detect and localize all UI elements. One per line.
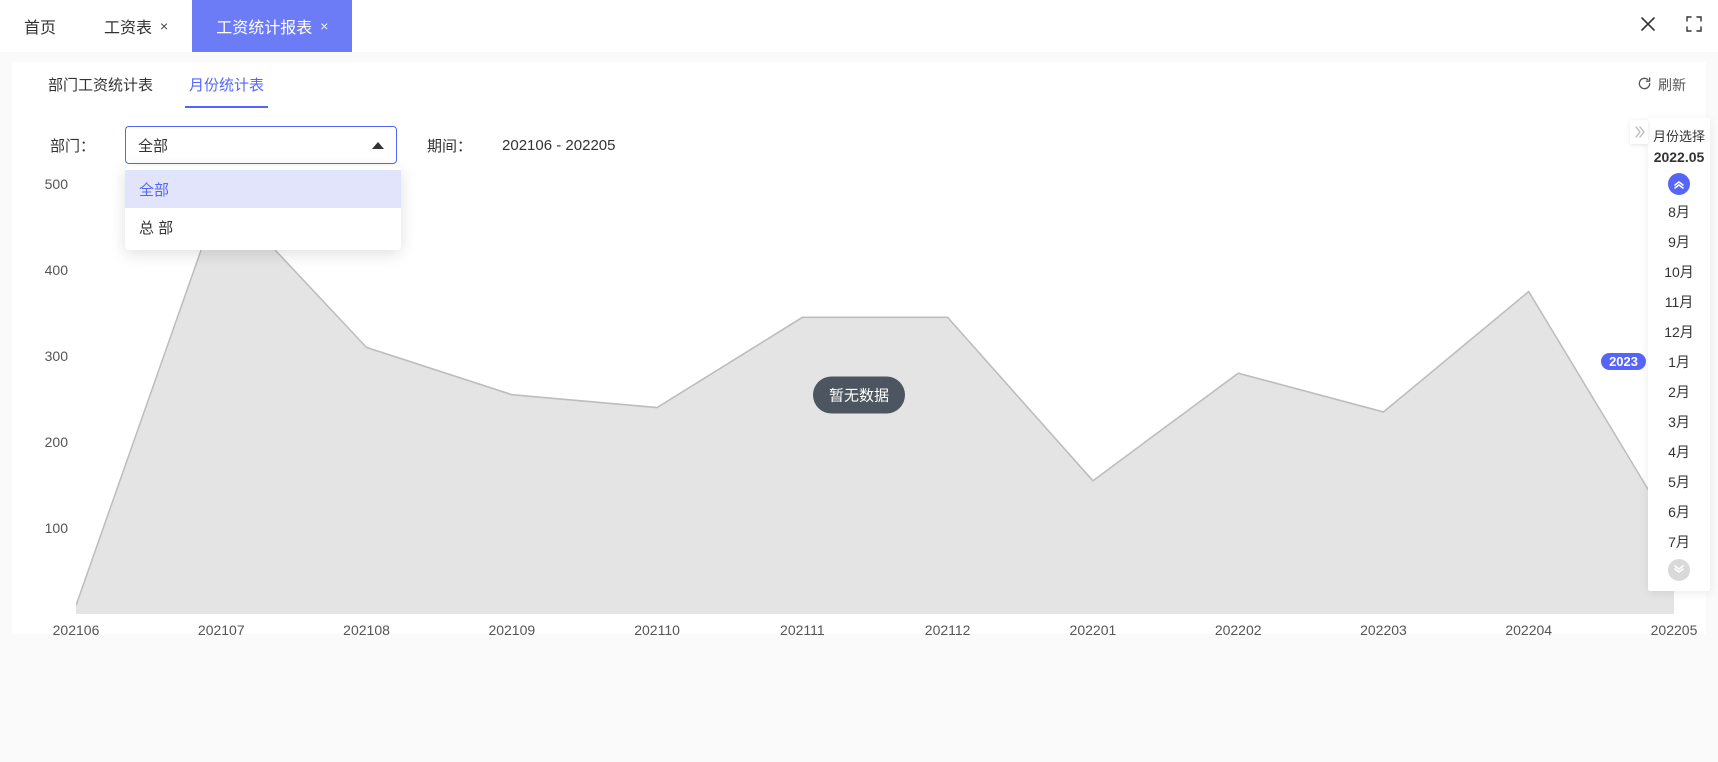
- top-tab-salary[interactable]: 工资表 ×: [80, 0, 192, 52]
- y-axis-tick: 200: [45, 434, 68, 450]
- month-option[interactable]: 3月: [1648, 407, 1710, 437]
- x-axis-tick: 202112: [925, 622, 971, 638]
- window-actions: [1632, 8, 1710, 40]
- month-option[interactable]: 5月: [1648, 467, 1710, 497]
- month-option[interactable]: 9月: [1648, 227, 1710, 257]
- top-tab-salary-report[interactable]: 工资统计报表 ×: [192, 0, 352, 52]
- month-option[interactable]: 4月: [1648, 437, 1710, 467]
- x-axis-tick: 202202: [1215, 622, 1262, 638]
- dept-select[interactable]: 全部: [125, 126, 397, 164]
- chart-empty-badge: 暂无数据: [813, 376, 905, 413]
- top-tab-label: 工资统计报表: [216, 14, 312, 38]
- y-axis-tick: 300: [45, 348, 68, 364]
- year-pill-badge: 2023: [1601, 353, 1646, 370]
- month-select-panel: 月份选择 2022.05 8月9月10月11月12月1月2月3月4月5月6月7月: [1648, 118, 1710, 591]
- dept-dropdown-popup: 全部 总 部: [125, 166, 401, 250]
- close-icon[interactable]: ×: [320, 18, 328, 34]
- sub-tab-dept-stats[interactable]: 部门工资统计表: [30, 62, 171, 108]
- y-axis-tick: 400: [45, 262, 68, 278]
- top-tab-home[interactable]: 首页: [0, 0, 80, 52]
- chevron-up-icon: [372, 142, 384, 149]
- dept-selected-value: 全部: [138, 135, 168, 156]
- period-value: 202106 - 202205: [502, 137, 615, 154]
- x-axis-tick: 202110: [634, 622, 680, 638]
- chevron-down-double-icon: [1673, 564, 1685, 576]
- refresh-label: 刷新: [1658, 75, 1686, 95]
- filters-row: 部门： 全部 全部 总 部 期间： 202106 - 202205: [12, 108, 1706, 164]
- x-axis-tick: 202106: [53, 622, 100, 638]
- fullscreen-icon: [1686, 16, 1702, 32]
- month-panel-selected: 2022.05: [1654, 147, 1705, 171]
- month-option[interactable]: 1月: [1648, 347, 1710, 377]
- x-axis-tick: 202205: [1651, 622, 1698, 638]
- close-icon: [1640, 16, 1656, 32]
- month-option[interactable]: 10月: [1648, 257, 1710, 287]
- month-scroll-up-button[interactable]: [1668, 173, 1690, 195]
- dept-option-all[interactable]: 全部: [125, 170, 401, 208]
- month-option[interactable]: 8月: [1648, 197, 1710, 227]
- window-close-button[interactable]: [1632, 8, 1664, 40]
- month-option[interactable]: 12月: [1648, 317, 1710, 347]
- refresh-icon: [1637, 76, 1652, 94]
- x-axis-tick: 202204: [1505, 622, 1552, 638]
- y-axis-tick: 500: [45, 176, 68, 192]
- x-axis-tick: 202107: [198, 622, 245, 638]
- chevron-right-icon: [1633, 126, 1645, 138]
- x-axis-tick: 202108: [343, 622, 390, 638]
- x-axis-tick: 202201: [1070, 622, 1117, 638]
- month-option[interactable]: 6月: [1648, 497, 1710, 527]
- period-label: 期间：: [427, 135, 472, 156]
- sub-tab-month-stats[interactable]: 月份统计表: [171, 62, 282, 108]
- month-scroll-down-button[interactable]: [1668, 559, 1690, 581]
- sub-tab-label: 部门工资统计表: [48, 74, 153, 95]
- top-tab-bar: 首页 工资表 × 工资统计报表 ×: [0, 0, 1718, 52]
- refresh-button[interactable]: 刷新: [1637, 62, 1686, 108]
- top-tab-label: 工资表: [104, 14, 152, 38]
- y-axis-tick: 100: [45, 520, 68, 536]
- x-axis-tick: 202109: [488, 622, 535, 638]
- top-tab-label: 首页: [24, 14, 56, 38]
- chevron-up-double-icon: [1673, 178, 1685, 190]
- x-axis-tick: 202111: [780, 622, 825, 638]
- close-icon[interactable]: ×: [160, 18, 168, 34]
- x-axis-tick: 202203: [1360, 622, 1407, 638]
- sub-tab-label: 月份统计表: [189, 74, 264, 95]
- month-panel-title: 月份选择: [1653, 124, 1705, 147]
- dept-dropdown: 全部 全部 总 部: [125, 126, 397, 164]
- dept-option-hq[interactable]: 总 部: [125, 208, 401, 246]
- dept-label: 部门：: [50, 135, 95, 156]
- month-option[interactable]: 2月: [1648, 377, 1710, 407]
- panel-collapse-button[interactable]: [1630, 120, 1648, 144]
- fullscreen-button[interactable]: [1678, 8, 1710, 40]
- month-option[interactable]: 11月: [1648, 287, 1710, 317]
- sub-tab-bar: 部门工资统计表 月份统计表 刷新: [12, 62, 1706, 108]
- report-card: 部门工资统计表 月份统计表 刷新 部门： 全部 全部: [12, 62, 1706, 634]
- month-option[interactable]: 7月: [1648, 527, 1710, 557]
